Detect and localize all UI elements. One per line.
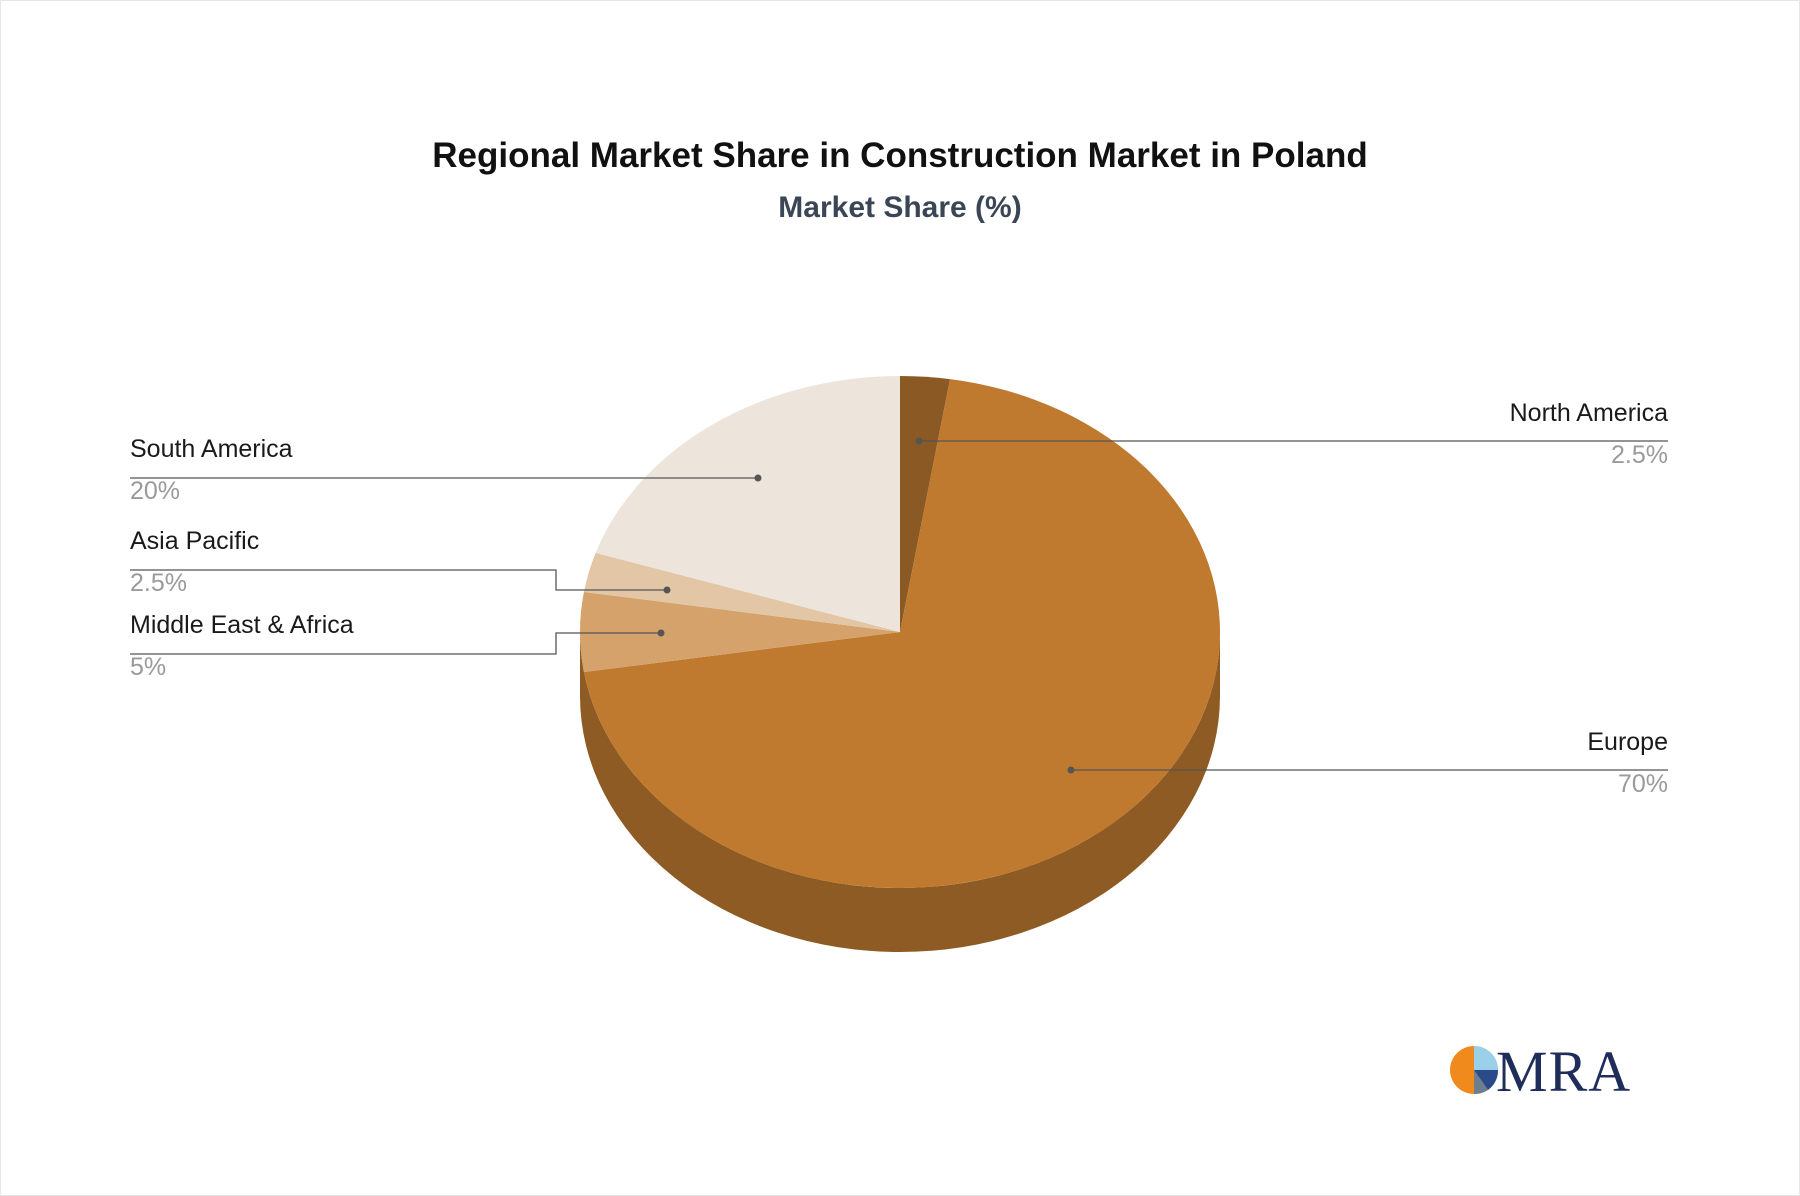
leader-dot-middle-east-and-africa: [657, 629, 665, 637]
pie-slice-south-america: [595, 376, 900, 632]
pie-top-layer: [580, 376, 1221, 889]
leader-dot-north-america: [915, 437, 923, 445]
logo-pie-icon: [1450, 1046, 1499, 1095]
chart-subtitle: Market Share (%): [778, 191, 1022, 224]
pie-slice-asia-pacific: [583, 552, 900, 632]
label-name-asia-pacific: Asia Pacific: [130, 527, 259, 555]
pie-slice-middle-east-and-africa: [580, 591, 900, 673]
pie-slice-europe: [583, 379, 1221, 889]
mra-logo: MRA: [1450, 1040, 1631, 1100]
pie-side-layer: [580, 632, 1220, 952]
chart-title: Regional Market Share in Construction Ma…: [432, 136, 1368, 175]
label-name-north-america: North America: [1510, 399, 1668, 427]
label-value-south-america: 20%: [130, 477, 180, 505]
label-value-asia-pacific: 2.5%: [130, 569, 187, 597]
label-value-north-america: 2.5%: [1611, 441, 1668, 469]
label-value-middle-east-and-africa: 5%: [130, 653, 166, 681]
label-name-europe: Europe: [1587, 728, 1668, 756]
pie-slice-north-america: [900, 376, 951, 632]
pie-label-layer: North America 2.5% Europe 70% Middle East & …: [130, 399, 1668, 798]
leader-line-middle-east-and-africa: [130, 632, 661, 655]
leader-line-asia-pacific: [130, 569, 667, 591]
leader-dot-south-america: [754, 474, 762, 482]
label-name-south-america: South America: [130, 435, 293, 463]
logo-text: MRA: [1496, 1040, 1631, 1100]
leader-dot-asia-pacific: [663, 586, 671, 594]
leader-dot-europe: [1067, 766, 1075, 774]
pie-side-wall: [580, 632, 1220, 952]
label-value-europe: 70%: [1618, 770, 1668, 798]
label-name-middle-east-and-africa: Middle East & Africa: [130, 611, 354, 639]
